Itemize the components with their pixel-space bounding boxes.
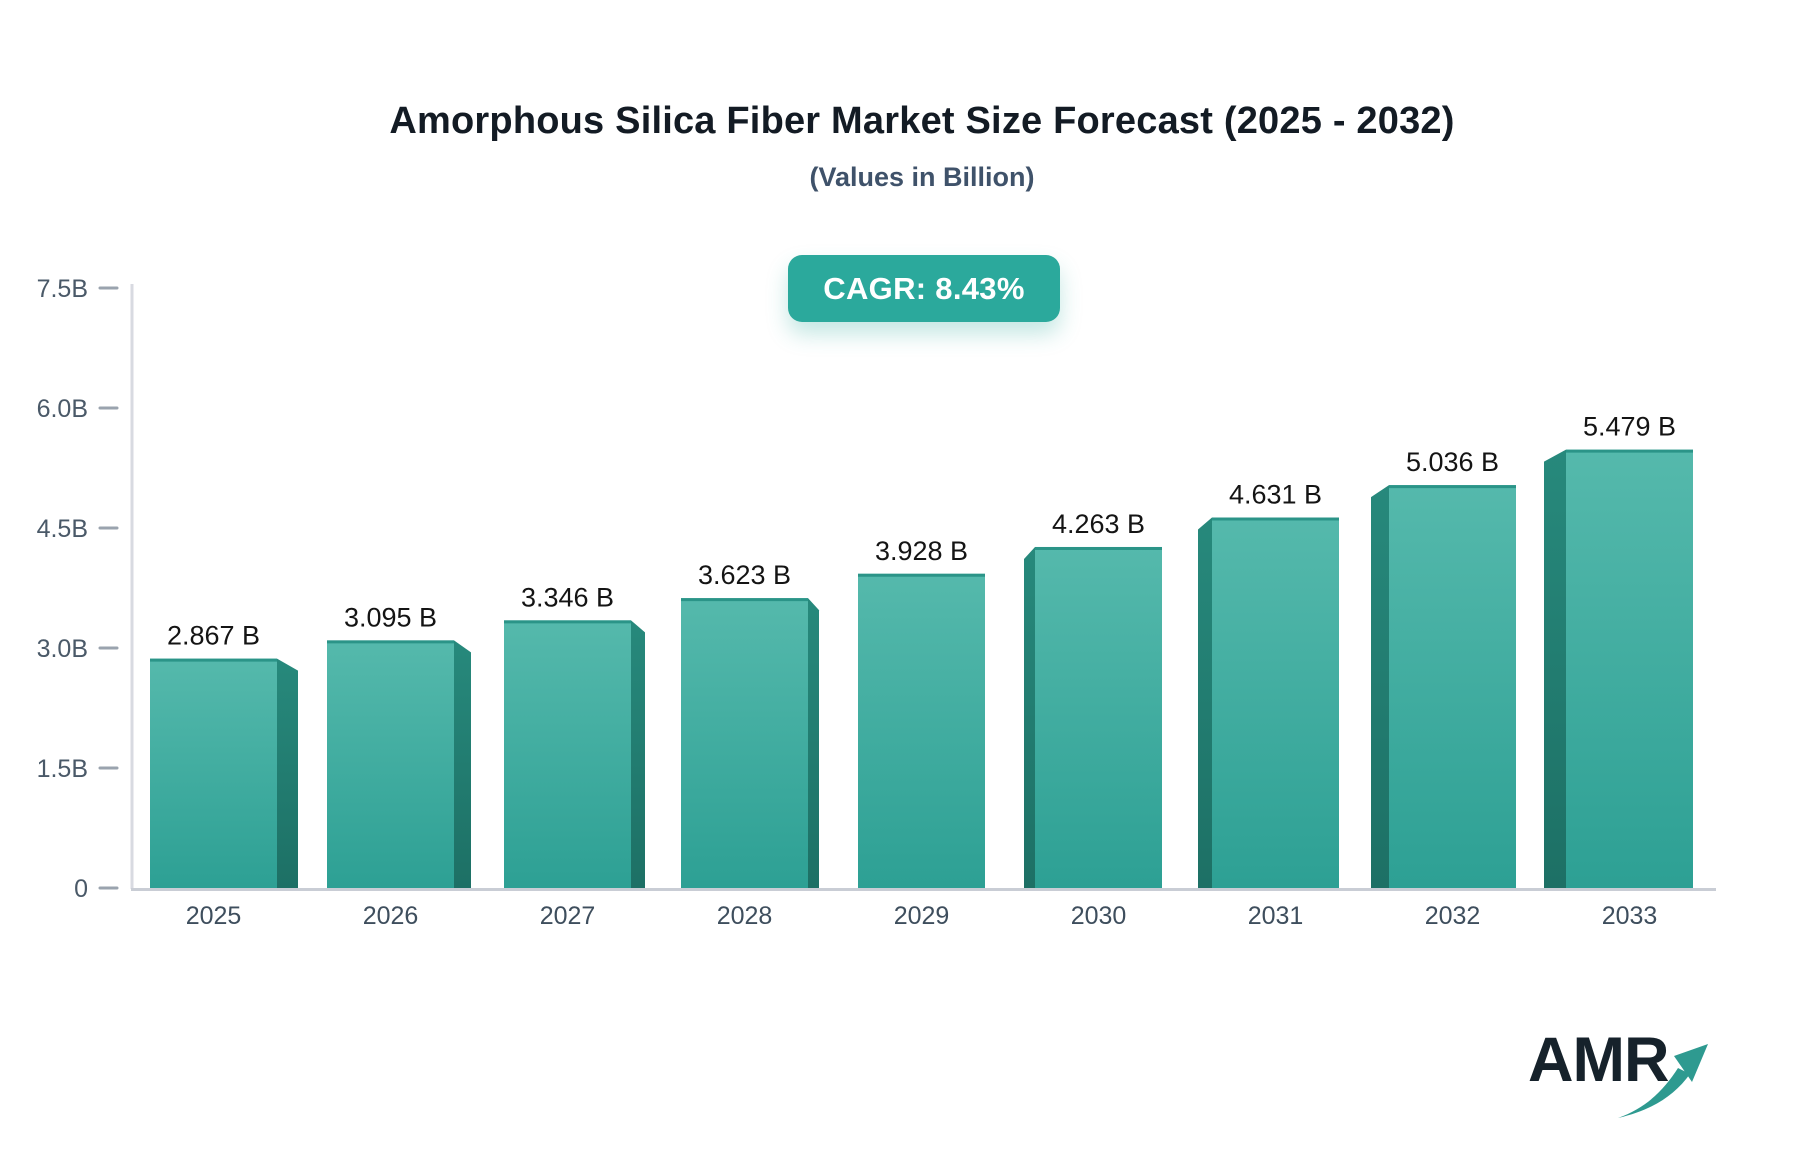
y-axis-tick-label: 0 (74, 875, 88, 903)
bar-value-label: 2.867 B (167, 621, 260, 651)
y-axis-tick-label: 7.5B (37, 275, 88, 303)
chart-title: Amorphous Silica Fiber Market Size Forec… (389, 100, 1455, 142)
x-axis-label: 2033 (1602, 902, 1658, 930)
bar-side-2032 (1371, 485, 1389, 888)
bar-2031 (1212, 517, 1339, 888)
x-axis-label: 2025 (186, 902, 242, 930)
y-axis-tick-label: 1.5B (37, 755, 88, 783)
bar-value-label: 5.479 B (1583, 412, 1676, 442)
y-axis-tick-label: 3.0B (37, 635, 88, 663)
x-axis-label: 2026 (363, 902, 419, 930)
bar-side-2033 (1544, 449, 1566, 888)
bar-side-2026 (454, 640, 471, 888)
bar-value-label: 3.095 B (344, 602, 437, 632)
x-axis-label: 2032 (1425, 902, 1481, 930)
bar-value-label: 5.036 B (1406, 447, 1499, 477)
bar-2026 (327, 640, 454, 888)
y-axis-tick-label: 6.0B (37, 395, 88, 423)
y-axis-tick-label: 4.5B (37, 515, 88, 543)
bar-2025 (150, 658, 277, 888)
x-axis-label: 2029 (894, 902, 950, 930)
cagr-badge: CAGR: 8.43% (788, 255, 1060, 322)
bar-2028 (681, 598, 808, 888)
bar-side-2027 (631, 620, 645, 888)
x-axis-label: 2031 (1248, 902, 1304, 930)
x-axis-label: 2027 (540, 902, 596, 930)
bar-value-label: 3.928 B (875, 536, 968, 566)
bar-side-2025 (277, 658, 298, 888)
x-axis-label: 2028 (717, 902, 773, 930)
bar-2027 (504, 620, 631, 888)
bar-value-label: 3.346 B (521, 582, 614, 612)
trending-up-arrow-icon (1618, 1044, 1708, 1118)
bar-2029 (858, 573, 985, 888)
amr-logo-text: AMR (1528, 1025, 1669, 1095)
bar-value-label: 4.631 B (1229, 480, 1322, 510)
bar-side-2028 (808, 598, 819, 888)
amr-logo: AMR (1528, 1025, 1728, 1120)
bar-2032 (1389, 485, 1516, 888)
bar-value-label: 4.263 B (1052, 509, 1145, 539)
bar-value-label: 3.623 B (698, 560, 791, 590)
bar-side-2030 (1024, 546, 1035, 888)
cagr-badge-label: CAGR: 8.43% (823, 270, 1025, 306)
x-axis-label: 2030 (1071, 902, 1127, 930)
chart-subtitle: (Values in Billion) (809, 162, 1035, 192)
bar-2033 (1566, 449, 1693, 888)
bar-side-2031 (1198, 517, 1212, 888)
bar-2030 (1035, 546, 1162, 888)
